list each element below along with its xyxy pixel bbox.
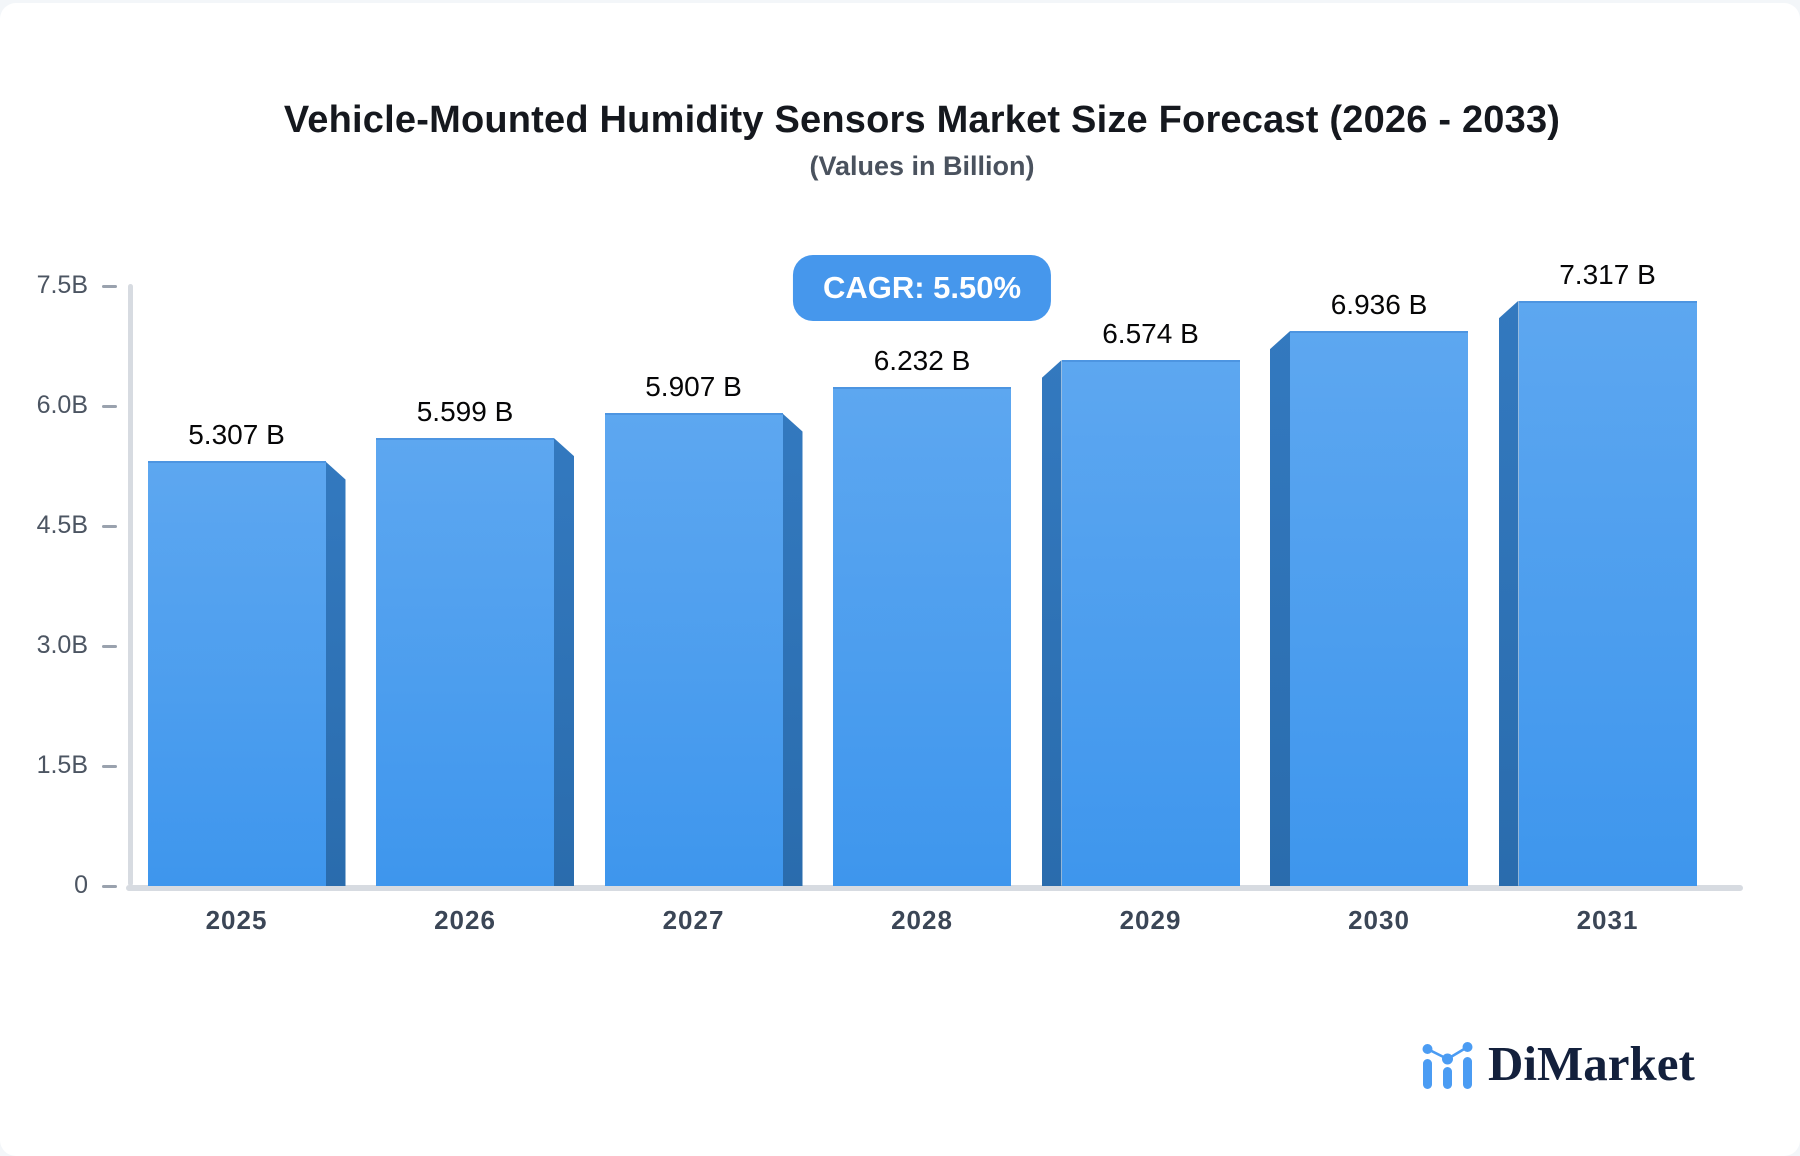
x-axis-label: 2030 [1348,905,1410,935]
bar-side-face [554,438,574,886]
chart-subtitle: (Values in Billion) [809,151,1035,181]
chart-card: Vehicle-Mounted Humidity Sensors Market … [0,3,1800,1156]
chart-title: Vehicle-Mounted Humidity Sensors Market … [283,99,1561,141]
y-tick-dash [102,284,117,288]
cagr-badge: CAGR: 5.50% [792,255,1052,321]
bar-side-face [1498,300,1519,886]
bar-2030[interactable] [1290,331,1468,886]
x-axis-label: 2027 [662,905,725,935]
x-axis-label: 2031 [1576,905,1639,935]
bar-2025[interactable] [147,461,326,886]
y-tick-label: 6.0B [36,391,88,419]
bar-2027[interactable] [604,413,783,886]
y-tick-dash [102,764,117,768]
dimarket-logo-text: DiMarket [1488,1036,1695,1091]
bar-side-face [325,461,346,886]
y-tick-label: 3.0B [36,631,88,659]
bar-2029[interactable] [1061,360,1240,886]
bar-value-label: 6.232 B [873,345,971,377]
bar-2031[interactable] [1518,300,1697,886]
x-axis-baseline [126,885,1743,891]
y-tick-dash [102,644,117,648]
bar-value-label: 6.574 B [1102,318,1199,350]
x-axis-label: 2026 [434,905,496,935]
bar-2028[interactable] [833,387,1011,886]
dimarket-logo: DiMarket [1420,1035,1695,1093]
bar-value-label: 5.907 B [645,371,742,403]
y-tick-label: 4.5B [36,511,88,539]
y-tick-label: 0 [74,871,88,899]
y-tick-label: 1.5B [36,751,88,779]
x-axis-label: 2025 [205,905,268,935]
bar-value-label: 7.317 B [1559,258,1656,290]
y-tick-dash [102,404,117,408]
x-axis-label: 2029 [1119,905,1182,935]
bar-2026[interactable] [376,438,554,886]
bar-side-face [782,413,803,886]
dimarket-logo-icon [1422,1042,1473,1089]
y-tick-dash [102,524,117,528]
bar-side-face [1270,331,1290,886]
y-axis-line [128,284,133,886]
y-tick-dash [102,884,117,888]
bar-value-label: 5.599 B [416,396,514,428]
bar-value-label: 6.936 B [1330,289,1428,321]
plot-area: 0 1.5B 3.0B 4.5B 6.0B 7.5B 5.307 B 2025 5.599 B 2… [0,3,1800,1156]
bar-value-label: 5.307 B [188,419,285,451]
bar-side-face [1041,360,1062,886]
y-tick-label: 7.5B [36,271,88,299]
x-axis-label: 2028 [891,905,953,935]
